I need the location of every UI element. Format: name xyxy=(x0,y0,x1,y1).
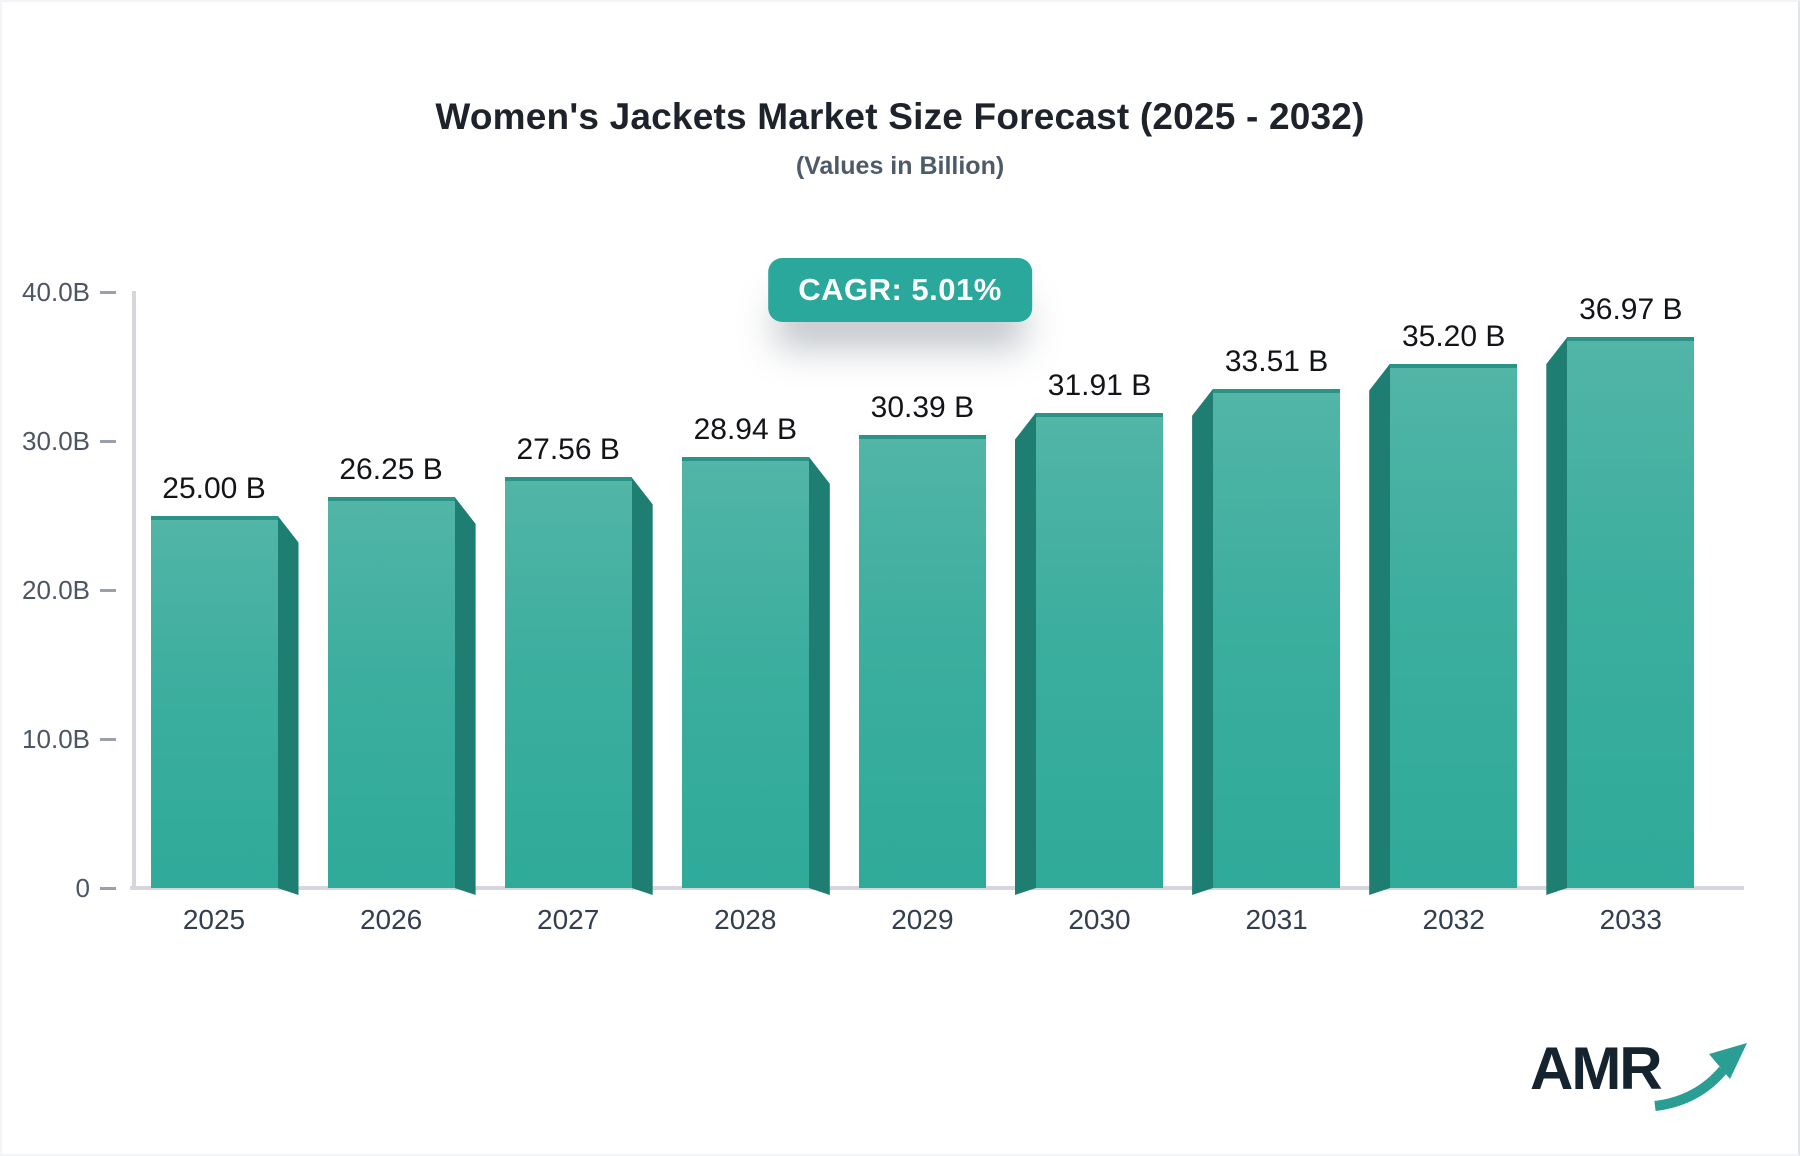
bar-value-label: 28.94 B xyxy=(693,412,797,446)
bar-2027 xyxy=(504,477,632,888)
cagr-badge: CAGR: 5.01% xyxy=(768,258,1032,322)
y-axis-tick-label: 0 xyxy=(75,873,90,903)
x-axis-tick-label: 2027 xyxy=(537,904,600,935)
bar-side-face xyxy=(632,477,653,895)
x-axis-tick-label: 2032 xyxy=(1422,904,1485,935)
bar-value-label: 25.00 B xyxy=(162,471,266,505)
x-axis-tick-label: 2028 xyxy=(714,904,777,935)
y-axis-tick-label: 10.0B xyxy=(22,724,90,754)
amr-logo: AMR xyxy=(1530,1030,1755,1111)
bar-value-label: 26.25 B xyxy=(339,452,443,486)
bar-2030 xyxy=(1036,412,1163,888)
bar-value-label: 27.56 B xyxy=(516,433,620,467)
y-axis-tick-label: 20.0B xyxy=(22,575,90,605)
bar-2026 xyxy=(327,496,455,888)
bar-value-label: 31.91 B xyxy=(1047,368,1152,402)
y-tick-dash xyxy=(100,886,116,890)
bar-side-face xyxy=(1192,389,1213,895)
bar-value-label: 30.39 B xyxy=(870,391,975,425)
bar-value-label: 33.51 B xyxy=(1224,344,1329,378)
y-tick-dash xyxy=(100,588,116,592)
bar-side-face xyxy=(809,457,830,895)
bar-2029 xyxy=(858,435,986,888)
growth-arrow-icon xyxy=(1653,1043,1747,1111)
bar-2033 xyxy=(1567,337,1695,888)
bar-side-face xyxy=(1546,337,1567,895)
y-tick-dash xyxy=(100,737,116,741)
chart-subtitle: (Values in Billion) xyxy=(795,152,1005,180)
y-axis-tick-label: 30.0B xyxy=(22,426,90,456)
y-tick-dash xyxy=(100,290,116,294)
bar-2025 xyxy=(150,515,278,888)
bar-value-label: 36.97 B xyxy=(1579,293,1683,327)
bar-side-face xyxy=(278,516,299,896)
x-axis-tick-label: 2025 xyxy=(182,904,246,935)
bar-2031 xyxy=(1213,388,1341,888)
x-axis-tick-label: 2033 xyxy=(1599,904,1662,935)
bar-side-face xyxy=(455,497,476,895)
bar-2032 xyxy=(1390,363,1518,888)
x-axis-line xyxy=(130,886,1744,890)
bar-2028 xyxy=(681,456,809,888)
amr-logo-text: AMR xyxy=(1530,1035,1663,1102)
y-axis-tick-label: 40.0B xyxy=(22,277,90,307)
bar-side-face xyxy=(1015,413,1036,895)
bar-value-label: 35.20 B xyxy=(1401,319,1506,353)
x-axis-tick-label: 2026 xyxy=(359,904,423,935)
x-axis-tick-label: 2030 xyxy=(1068,904,1131,935)
y-axis-line xyxy=(132,291,136,890)
y-tick-dash xyxy=(100,439,116,443)
chart-title: Women's Jackets Market Size Forecast (20… xyxy=(435,96,1365,137)
x-axis-tick-label: 2031 xyxy=(1245,904,1308,935)
bar-side-face xyxy=(1369,364,1390,895)
x-axis-tick-label: 2029 xyxy=(891,904,954,935)
